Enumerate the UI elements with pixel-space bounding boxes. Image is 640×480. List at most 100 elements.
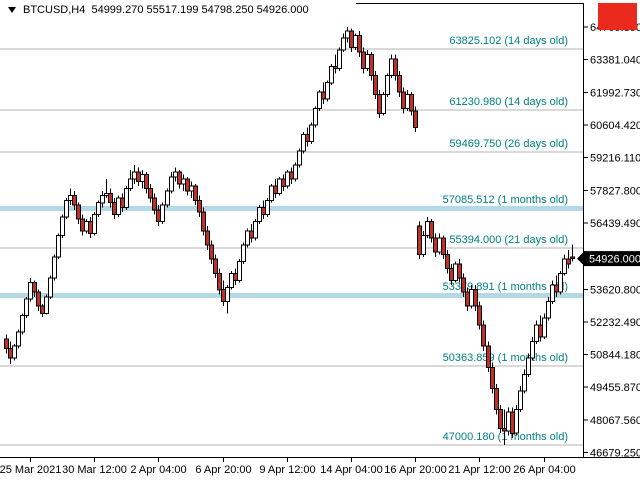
candle-body [357,35,362,53]
candle-body [84,221,89,232]
candle-body [413,110,418,128]
candle-body [313,108,318,126]
chart-title-bar: BTCUSD,H4 54999.270 55517.199 54798.250 … [0,0,356,20]
candle-body [429,221,434,239]
candle-body [148,188,153,199]
candle-body [361,51,366,70]
candle-body [473,289,478,307]
candle-body [490,366,495,390]
candle-body [201,211,206,232]
candle-body [401,91,406,110]
candle-body [132,171,137,180]
candle-body [554,284,559,293]
candle-body [269,185,274,201]
price-axis-label: 46679.250 [590,448,640,460]
candle-body [44,296,49,314]
price-axis-label: 53620.800 [590,284,640,296]
candle-body [68,195,73,201]
candle-body [285,171,290,187]
candle-body [100,195,105,204]
time-axis-label: 2 Apr 04:00 [130,464,186,476]
candle-body [261,206,266,215]
candle-body [80,218,85,232]
candle-body [510,411,515,434]
candle-body [433,237,438,253]
candle-body [249,230,254,239]
candle-body [40,305,45,314]
candle-body [108,192,113,204]
candle-body [349,30,354,48]
candle-body [4,338,9,350]
level-line [0,206,583,211]
level-label: 61230.980 (14 days old) [449,96,568,108]
candle-body [104,192,109,197]
candle-body [273,185,278,194]
candle-body [461,277,466,293]
chart-symbol-ohlc: BTCUSD,H4 54999.270 55517.199 54798.250 … [23,4,309,16]
candle-body [341,37,346,51]
symbol-marker-icon [8,7,16,13]
candle-body [245,230,250,246]
level-label: 55394.000 (21 days old) [449,234,568,246]
candle-body [365,54,370,70]
candle-body [570,256,575,259]
candle-body [566,258,571,265]
time-axis-label: 9 Apr 12:00 [259,464,315,476]
level-label: 50363.859 (1 months old) [443,352,568,364]
candle-body [353,35,358,49]
candle-body [317,91,322,110]
current-price-badge-label: 54926.000 [589,254,640,266]
candle-body [486,345,491,368]
candle-body [88,221,93,234]
candle-body [12,345,17,359]
candle-body [152,197,157,211]
candle-body [229,272,234,288]
candle-body [60,216,65,237]
candle-body [8,348,13,359]
candle-body [32,282,37,293]
candle-body [325,82,330,100]
candle-body [96,202,101,215]
candle-body [64,199,69,218]
candle-body [257,206,262,222]
candle-body [76,204,81,220]
candle-body [522,373,527,392]
red-marker-overlay [598,3,637,30]
price-axis-label: 63381.040 [590,55,640,67]
candle-body [518,390,523,411]
candle-body [465,291,470,307]
candle-body [72,195,77,206]
candle-body [494,388,499,411]
candle-body [502,428,507,432]
time-axis-label: 25 Mar 2021 [0,464,61,476]
candle-body [24,298,29,317]
candle-body [36,291,41,307]
candle-body [124,188,129,208]
candle-body [506,411,511,432]
level-label: 63825.102 (14 days old) [449,35,568,47]
candle-body [265,199,270,215]
level-line [0,293,583,298]
time-axis-label: 21 Apr 12:00 [448,464,510,476]
candle-body [156,209,161,223]
level-line [0,444,583,446]
candle-body [221,289,226,303]
candle-body [56,235,61,258]
candle-body [309,124,314,143]
level-label: 47000.180 (1 months old) [443,431,568,443]
candle-body [530,341,535,359]
candle-body [301,134,306,152]
candle-body [449,268,454,281]
price-axis-label: 52232.490 [590,317,640,329]
candle-body [112,202,117,215]
candle-body [337,49,342,70]
candle-body [197,199,202,213]
candle-body [28,282,33,300]
candle-body [209,244,214,260]
candle-body [289,171,294,180]
candle-body [546,301,551,319]
candle-body [237,261,242,281]
candle-body [177,171,182,185]
candle-body [16,331,21,347]
